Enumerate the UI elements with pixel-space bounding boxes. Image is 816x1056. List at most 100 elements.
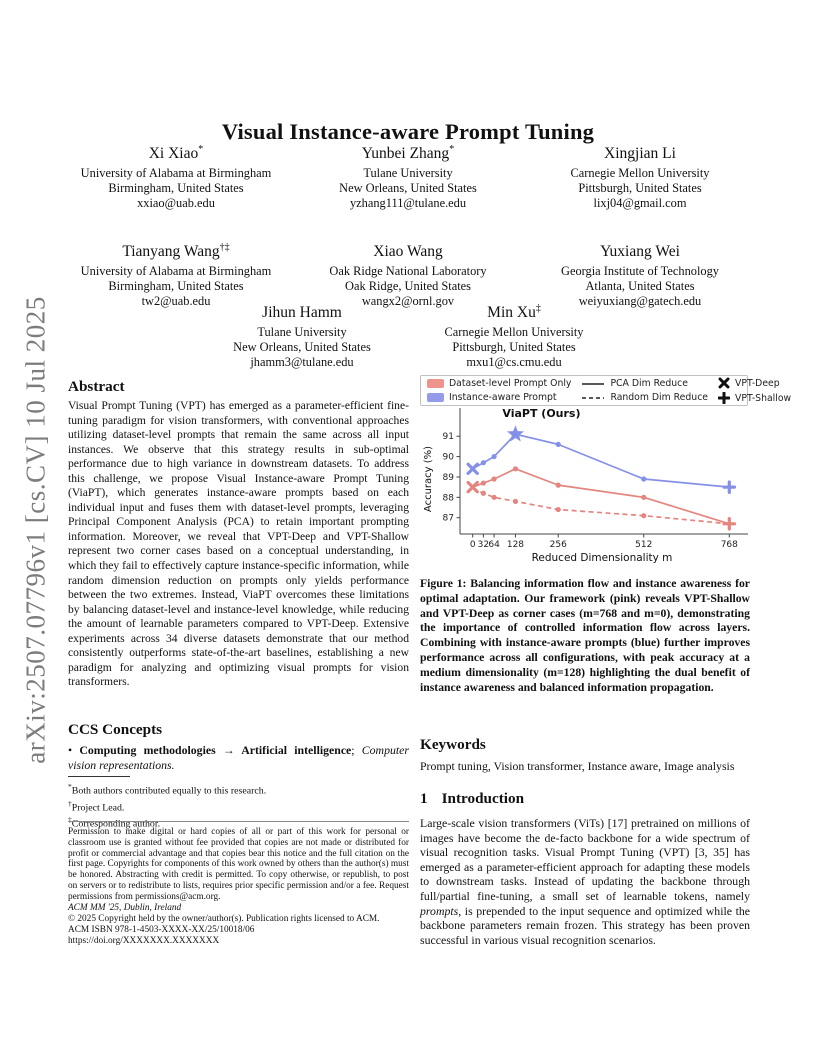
- legend-label: Random Dim Reduce: [610, 392, 709, 403]
- figure1-caption: Figure 1: Balancing information flow and…: [420, 577, 750, 694]
- doi-line: https://doi.org/XXXXXXX.XXXXXXX: [68, 936, 219, 947]
- author-card: Yunbei Zhang* Tulane University New Orle…: [292, 144, 524, 211]
- series-line: [472, 467, 730, 525]
- data-point: [641, 513, 647, 519]
- legend-label: Dataset-level Prompt Only: [449, 378, 572, 389]
- data-point: [555, 441, 561, 447]
- abstract-text: Visual Prompt Tuning (VPT) has emerged a…: [68, 399, 409, 689]
- legend-item: Random Dim Reduce: [581, 392, 708, 403]
- isbn-line: ACM ISBN 978-1-4503-XXXX-XX/25/10018/06: [68, 925, 255, 935]
- author-location: New Orleans, United States: [233, 340, 371, 355]
- author-affiliation: Carnegie Mellon University: [444, 325, 584, 340]
- introduction-text: Large-scale vision transformers (ViTs) […: [420, 816, 750, 947]
- footnote: *Both authors contributed equally to thi…: [68, 782, 267, 797]
- abstract-heading: Abstract: [68, 378, 125, 395]
- author-name: Xingjian Li: [604, 145, 676, 163]
- legend-linestyles: PCA Dim Reduce Random Dim Reduce: [581, 378, 708, 403]
- legend-label: VPT-Deep: [735, 377, 780, 389]
- author-email[interactable]: jhamm3@tulane.edu: [250, 355, 354, 370]
- x-tick-label: 0: [470, 540, 476, 550]
- data-point: [491, 476, 497, 482]
- vpt-shallow-marker: [722, 480, 737, 494]
- author-name: Xiao Wang: [373, 243, 443, 261]
- legend-item: Instance-aware Prompt: [427, 392, 571, 403]
- keywords-heading: Keywords: [420, 736, 486, 753]
- legend-item: VPT-Deep: [718, 377, 791, 389]
- author-affiliation: University of Alabama at Birmingham: [80, 166, 272, 181]
- author-name: Xi Xiao*: [148, 144, 204, 163]
- doi-link[interactable]: https://doi.org/XXXXXXX.XXXXXXX: [68, 936, 220, 946]
- x-tick-label: 32: [478, 540, 489, 550]
- author-location: Atlanta, United States: [585, 279, 695, 294]
- y-tick-label: 87: [443, 514, 454, 524]
- author-card: Xiao Wang Oak Ridge National Laboratory …: [292, 242, 524, 309]
- author-email[interactable]: wangx2@ornl.gov: [361, 294, 455, 309]
- data-point: [641, 494, 647, 500]
- data-point: [641, 476, 647, 482]
- author-email[interactable]: weiyuxiang@gatech.edu: [578, 294, 702, 309]
- author-name: Min Xu‡: [487, 303, 541, 322]
- author-name: Jihun Hamm: [262, 304, 342, 322]
- chart-legend: Dataset-level Prompt Only Instance-aware…: [420, 375, 791, 406]
- legend-label: VPT-Shallow: [735, 392, 792, 404]
- author-row-3: Jihun Hamm Tulane University New Orleans…: [60, 303, 756, 370]
- solid-line-icon: [582, 382, 605, 385]
- blue-patch-icon: [427, 393, 444, 402]
- legend-item: Dataset-level Prompt Only: [427, 378, 571, 389]
- data-point: [480, 490, 486, 496]
- x-tick-label: 256: [550, 540, 567, 550]
- venue-line: ACM MM '25, Dublin, Ireland: [68, 903, 182, 913]
- author-location: Oak Ridge, United States: [345, 279, 471, 294]
- arxiv-watermark: arXiv:2507.07796v1 [cs.CV] 10 Jul 2025: [20, 296, 51, 764]
- author-card: Xi Xiao* University of Alabama at Birmin…: [60, 144, 292, 211]
- keywords-text: Prompt tuning, Vision transformer, Insta…: [420, 759, 735, 773]
- x-tick-label: 768: [721, 540, 738, 550]
- y-axis-label: Accuracy (%): [423, 446, 434, 512]
- series-line: [472, 487, 730, 525]
- data-point: [512, 466, 519, 472]
- viapt-annotation: ViaPT (Ours): [502, 408, 580, 420]
- paper-title: Visual Instance-aware Prompt Tuning: [221, 119, 595, 145]
- author-affiliation: University of Alabama at Birmingham: [80, 264, 272, 279]
- permission-text: Permission to make digital or hard copie…: [68, 827, 409, 902]
- author-name: Yuxiang Wei: [600, 243, 680, 261]
- vpt-shallow-marker: [722, 517, 737, 531]
- author-affiliation: Tulane University: [363, 166, 453, 181]
- author-location: New Orleans, United States: [339, 181, 477, 196]
- x-marker-icon: [718, 377, 730, 389]
- legend-item: PCA Dim Reduce: [581, 378, 708, 389]
- author-location: Pittsburgh, United States: [452, 340, 576, 355]
- author-email[interactable]: xxiao@uab.edu: [137, 196, 215, 211]
- author-email[interactable]: mxu1@cs.cmu.edu: [466, 355, 562, 370]
- author-email[interactable]: yzhang111@tulane.edu: [349, 196, 467, 211]
- introduction-heading: 1 Introduction: [420, 790, 525, 807]
- author-affiliation: Tulane University: [257, 325, 347, 340]
- ccs-heading: CCS Concepts: [68, 721, 163, 738]
- vpt-deep-marker: [466, 480, 479, 494]
- author-name: Yunbei Zhang*: [361, 144, 455, 163]
- author-card: Min Xu‡ Carnegie Mellon University Pitts…: [408, 303, 620, 370]
- viapt-star-marker: [506, 425, 524, 442]
- footnote: ‡Corresponding author.: [68, 815, 161, 830]
- data-point: [491, 453, 497, 460]
- copyright-line: © 2025 Copyright held by the owner/autho…: [68, 914, 380, 924]
- legend-patches: Dataset-level Prompt Only Instance-aware…: [427, 378, 571, 403]
- author-email[interactable]: lixj04@gmail.com: [593, 196, 687, 211]
- author-card: Jihun Hamm Tulane University New Orleans…: [196, 303, 408, 370]
- figure1-chart: 0 32 64 128 256 512 768 87 88 89 90 91 Reduced Dimen…: [423, 408, 748, 564]
- author-email[interactable]: tw2@uab.edu: [141, 294, 211, 309]
- data-point: [480, 460, 486, 466]
- author-affiliation: Oak Ridge National Laboratory: [329, 264, 487, 279]
- legend-label: PCA Dim Reduce: [610, 378, 688, 389]
- author-name: Tianyang Wang†‡: [122, 242, 230, 261]
- legend-item: VPT-Shallow: [718, 392, 791, 404]
- author-location: Birmingham, United States: [108, 181, 244, 196]
- data-point: [480, 480, 486, 486]
- author-affiliation: Georgia Institute of Technology: [561, 264, 719, 279]
- y-tick-label: 89: [443, 473, 455, 483]
- y-tick-label: 88: [443, 493, 455, 503]
- legend-markers: VPT-Deep VPT-Shallow: [718, 377, 791, 404]
- author-row-2: Tianyang Wang†‡ University of Alabama at…: [60, 242, 756, 309]
- author-card: Yuxiang Wei Georgia Institute of Technol…: [524, 242, 756, 309]
